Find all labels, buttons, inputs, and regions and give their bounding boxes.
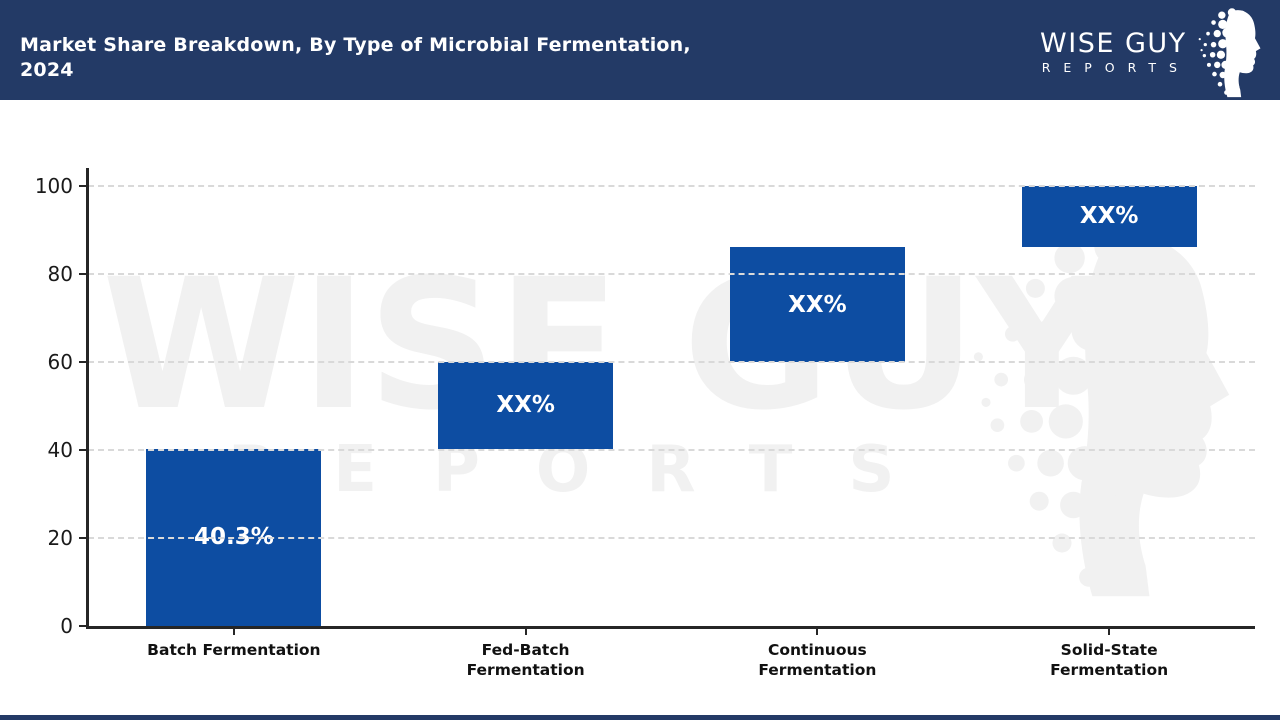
y-axis-tick-mark	[79, 448, 87, 451]
gridline	[88, 360, 1255, 363]
y-axis-tick-label: 40	[47, 437, 73, 462]
x-axis-tick-mark	[232, 629, 235, 635]
gridline	[88, 536, 1255, 539]
bar-segment: XX%	[438, 361, 614, 449]
page-title: Market Share Breakdown, By Type of Micro…	[20, 33, 691, 83]
bar-value-label: XX%	[1079, 203, 1139, 230]
x-axis-tick-mark	[816, 629, 819, 635]
footer-bar	[0, 715, 1280, 720]
page-title-line1: Market Share Breakdown, By Type of Micro…	[20, 34, 691, 56]
brand-logo: WISE GUY REPORTS	[1037, 4, 1266, 100]
y-axis-tick-label: 80	[47, 261, 73, 286]
brand-name: WISE GUY	[1040, 28, 1187, 59]
y-axis-tick-mark	[79, 272, 87, 275]
gridline	[88, 448, 1255, 451]
y-axis-tick-label: 100	[34, 173, 73, 198]
y-axis-tick-mark	[79, 184, 87, 187]
brand-logo-text: WISE GUY REPORTS	[1037, 28, 1190, 76]
y-axis-tick-label: 60	[47, 349, 73, 374]
y-axis-line	[86, 168, 89, 629]
gridline	[88, 272, 1255, 275]
watermark-head-icon	[872, 220, 1252, 600]
bar-segment: XX%	[729, 247, 905, 362]
gridline	[88, 184, 1255, 187]
bar-value-label: XX%	[788, 291, 847, 318]
y-axis-tick-label: 20	[47, 525, 73, 550]
bar-value-label: XX%	[496, 392, 555, 419]
y-axis-tick-mark	[79, 625, 87, 627]
x-category-label: Fed-Batch Fermentation	[466, 641, 585, 679]
x-category-label: Solid-State Fermentation	[1050, 641, 1169, 679]
header-bar: Market Share Breakdown, By Type of Micro…	[0, 0, 1280, 100]
y-axis-tick-label: 0	[60, 614, 73, 638]
y-axis-tick-mark	[79, 536, 87, 539]
x-axis-tick-mark	[524, 629, 527, 635]
x-category-label: Continuous Fermentation	[758, 641, 877, 679]
x-category-label: Batch Fermentation	[147, 641, 321, 659]
bar-segment: XX%	[1021, 185, 1197, 248]
brand-subtitle: REPORTS	[1041, 60, 1190, 75]
page-title-line2: 2024	[20, 59, 74, 81]
x-axis-line	[86, 626, 1255, 629]
x-axis-tick-mark	[1108, 629, 1111, 635]
y-axis-tick-mark	[79, 360, 87, 363]
